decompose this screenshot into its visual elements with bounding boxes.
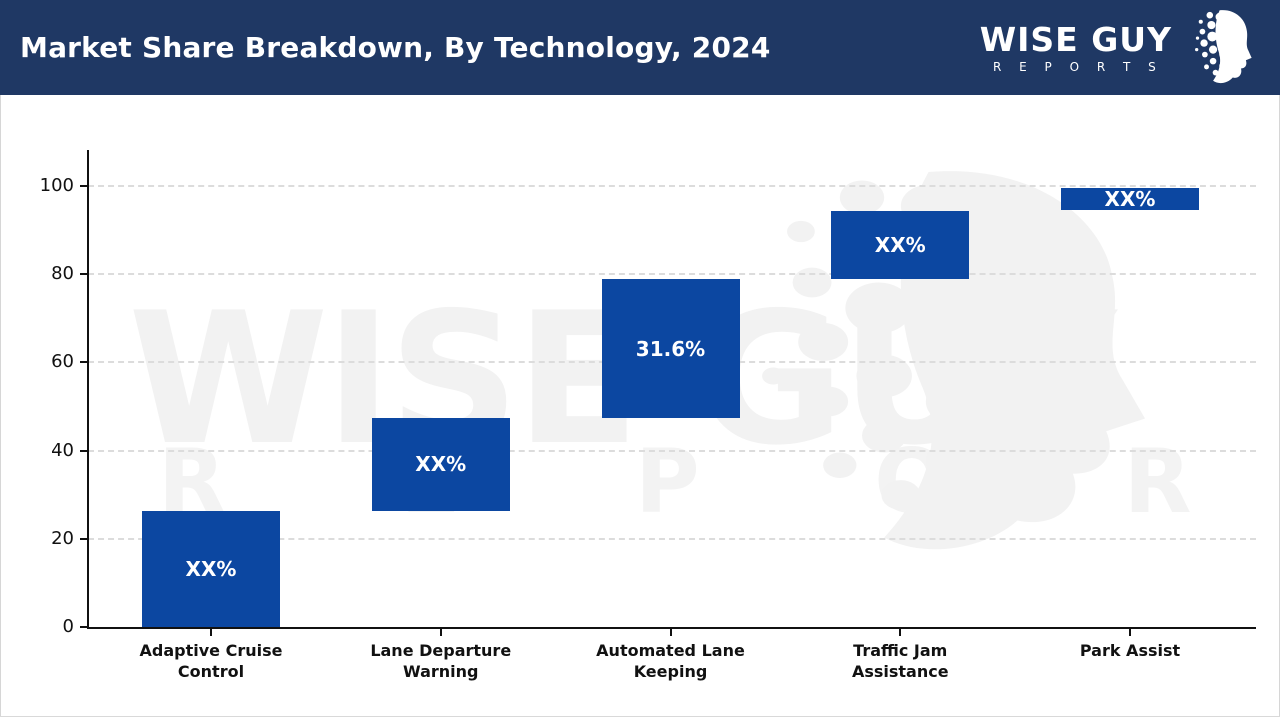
x-axis-tick (669, 629, 672, 636)
bar-value-label: XX% (185, 557, 237, 581)
y-axis-tick (80, 537, 87, 540)
chart-bar (1061, 188, 1199, 211)
y-axis-tick (80, 626, 87, 628)
x-axis-tick-label: Adaptive Cruise Control (139, 641, 283, 681)
brand-logo-text: WISE GUY R E P O R T S (980, 23, 1172, 73)
card-border-left (0, 95, 1, 716)
x-axis-tick-label: Automated Lane Keeping (596, 641, 745, 681)
x-axis-tick (899, 629, 902, 636)
chart-bar (601, 279, 740, 418)
y-axis-tick-label: 80 (51, 263, 74, 285)
x-axis-line (87, 627, 1256, 629)
gridline (88, 185, 1256, 187)
header-bar: Market Share Breakdown, By Technology, 2… (0, 0, 1280, 95)
y-axis-tick (80, 273, 87, 276)
chart-bar (831, 211, 970, 280)
bar-value-label: XX% (874, 233, 926, 258)
x-axis-tick (210, 629, 212, 636)
y-axis-tick (80, 185, 87, 187)
y-axis-line (87, 150, 89, 629)
bar-value-label: 31.6% (635, 336, 706, 361)
x-axis-tick (439, 629, 442, 636)
y-axis-tick-label: 100 (39, 175, 74, 196)
gridline (88, 537, 1256, 540)
gridline (88, 449, 1256, 452)
x-axis-tick-label: Park Assist (1079, 641, 1181, 660)
y-axis-tick-label: 40 (51, 439, 74, 461)
gridline (88, 273, 1256, 276)
x-axis-tick-label: Lane Departure Warning (370, 641, 512, 681)
bar-value-label: XX% (1104, 187, 1156, 212)
chart-bar (371, 417, 510, 511)
x-axis-tick-label: Traffic Jam Assistance (851, 641, 949, 681)
chart-bar (142, 511, 280, 627)
y-axis-tick (80, 361, 87, 364)
page-title: Market Share Breakdown, By Technology, 2… (20, 31, 771, 64)
x-axis-tick (1129, 629, 1131, 636)
brand-name: WISE GUY (979, 19, 1172, 59)
brand-subtitle: R E P O R T S (992, 59, 1163, 74)
y-axis-tick-label: 60 (51, 351, 74, 373)
y-axis-tick-label: 0 (62, 616, 74, 637)
y-axis-tick-label: 20 (51, 527, 74, 549)
brand-face-icon (1195, 9, 1252, 83)
y-axis-tick (80, 449, 87, 452)
bar-value-label: XX% (415, 452, 467, 477)
brand-logo: WISE GUY R E P O R T S (980, 7, 1260, 89)
card-border-bottom (0, 716, 1280, 717)
